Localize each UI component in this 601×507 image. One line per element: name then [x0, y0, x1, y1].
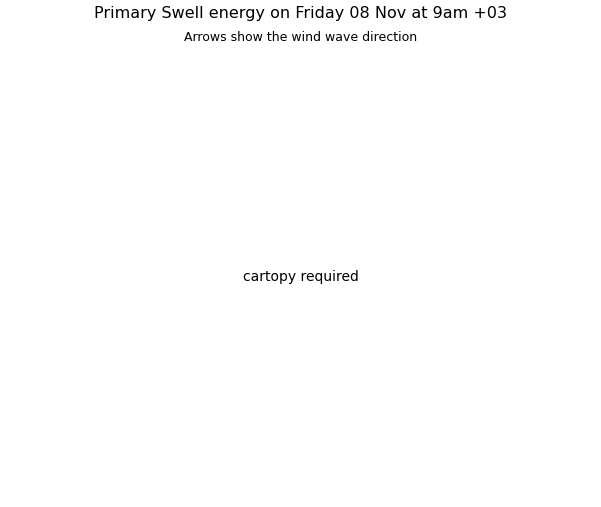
Text: Arrows show the wind wave direction: Arrows show the wind wave direction	[184, 31, 417, 44]
Text: cartopy required: cartopy required	[243, 270, 358, 284]
Text: Primary Swell energy on Friday 08 Nov at 9am +03: Primary Swell energy on Friday 08 Nov at…	[94, 6, 507, 21]
